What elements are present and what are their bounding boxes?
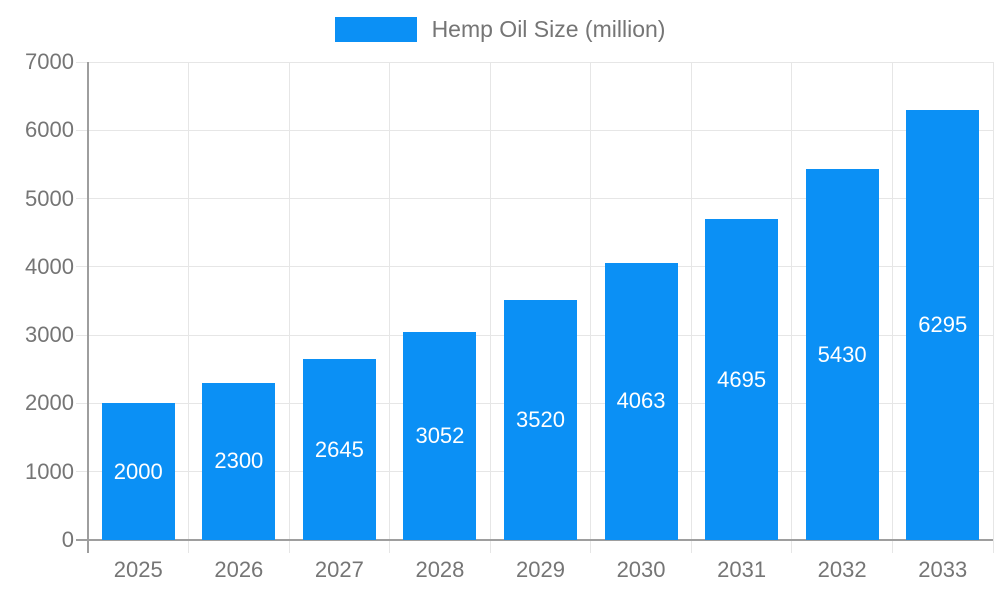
y-gridline (76, 198, 993, 200)
x-gridline (489, 62, 491, 553)
bar: 4695 (705, 219, 779, 540)
bar: 3052 (403, 331, 477, 540)
bar: 4063 (604, 262, 678, 540)
y-axis-line (87, 62, 89, 553)
bar-value-label: 2300 (214, 448, 264, 474)
bar: 2000 (101, 403, 175, 540)
bar-value-label: 3520 (516, 406, 565, 432)
y-axis-tick-label: 5000 (25, 185, 74, 211)
legend: Hemp Oil Size (million) (0, 16, 1000, 43)
x-axis-tick-label: 2033 (918, 557, 968, 582)
x-axis-tick-label: 2026 (214, 557, 264, 582)
bar-value-label: 4695 (717, 366, 767, 392)
bar: 2300 (202, 382, 276, 540)
x-gridline (288, 62, 290, 553)
y-gridline (76, 129, 993, 131)
bar: 2645 (302, 359, 376, 540)
x-axis-tick-label: 2028 (415, 557, 465, 582)
y-gridline (76, 61, 993, 63)
bar-value-label: 2645 (314, 436, 364, 462)
y-axis-tick-label: 3000 (25, 322, 74, 348)
y-axis-tick-label: 4000 (25, 253, 74, 279)
x-gridline (690, 62, 692, 553)
x-axis-tick-label: 2031 (717, 557, 767, 582)
bar-value-label: 2000 (113, 458, 163, 484)
x-gridline (590, 62, 592, 553)
legend-swatch (334, 17, 417, 42)
x-axis-line (76, 539, 993, 541)
x-gridline (992, 62, 994, 553)
y-axis-tick-label: 7000 (25, 49, 74, 74)
x-axis-tick-label: 2030 (616, 557, 666, 582)
bar-value-label: 5430 (817, 341, 867, 367)
x-axis-tick-label: 2029 (516, 557, 565, 582)
y-axis-tick-label: 1000 (25, 458, 74, 484)
x-gridline (188, 62, 190, 553)
y-axis-tick-label: 0 (61, 527, 74, 552)
bar-value-label: 4063 (616, 388, 666, 414)
x-gridline (791, 62, 793, 553)
y-axis-tick-label: 2000 (25, 390, 74, 416)
bar: 6295 (906, 110, 980, 540)
bar: 5430 (805, 169, 879, 540)
bar-value-label: 6295 (918, 312, 968, 338)
x-gridline (389, 62, 391, 553)
y-axis-tick-label: 6000 (25, 117, 74, 143)
bar-value-label: 3052 (415, 422, 465, 448)
bar: 3520 (504, 299, 577, 540)
x-gridline (891, 62, 893, 553)
x-axis-tick-label: 2027 (314, 557, 364, 582)
legend-label: Hemp Oil Size (million) (431, 16, 666, 42)
x-axis-tick-label: 2032 (817, 557, 867, 582)
x-axis-tick-label: 2025 (113, 557, 163, 582)
y-gridline (76, 266, 993, 268)
